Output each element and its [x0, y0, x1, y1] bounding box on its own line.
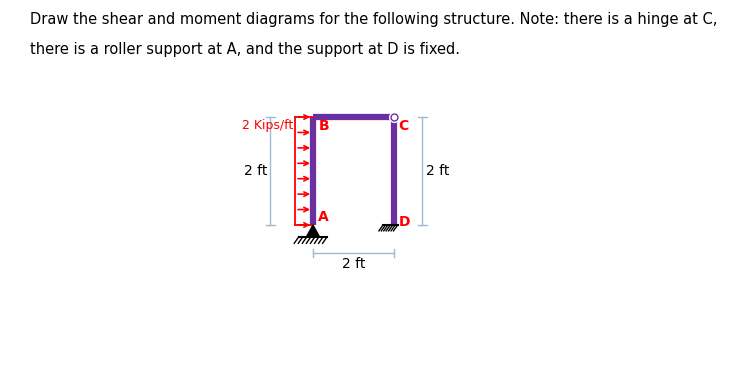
- Text: A: A: [317, 210, 329, 224]
- Text: C: C: [398, 119, 408, 133]
- Text: Draw the shear and moment diagrams for the following structure. Note: there is a: Draw the shear and moment diagrams for t…: [30, 12, 717, 26]
- Text: 2 ft: 2 ft: [244, 164, 268, 178]
- Text: 2 ft: 2 ft: [426, 164, 449, 178]
- Text: 2 ft: 2 ft: [342, 257, 365, 271]
- Text: there is a roller support at A, and the support at D is fixed.: there is a roller support at A, and the …: [30, 42, 460, 57]
- Text: 2 Kips/ft: 2 Kips/ft: [242, 119, 294, 132]
- Text: D: D: [399, 215, 411, 229]
- Polygon shape: [307, 225, 320, 237]
- Text: B: B: [318, 119, 329, 133]
